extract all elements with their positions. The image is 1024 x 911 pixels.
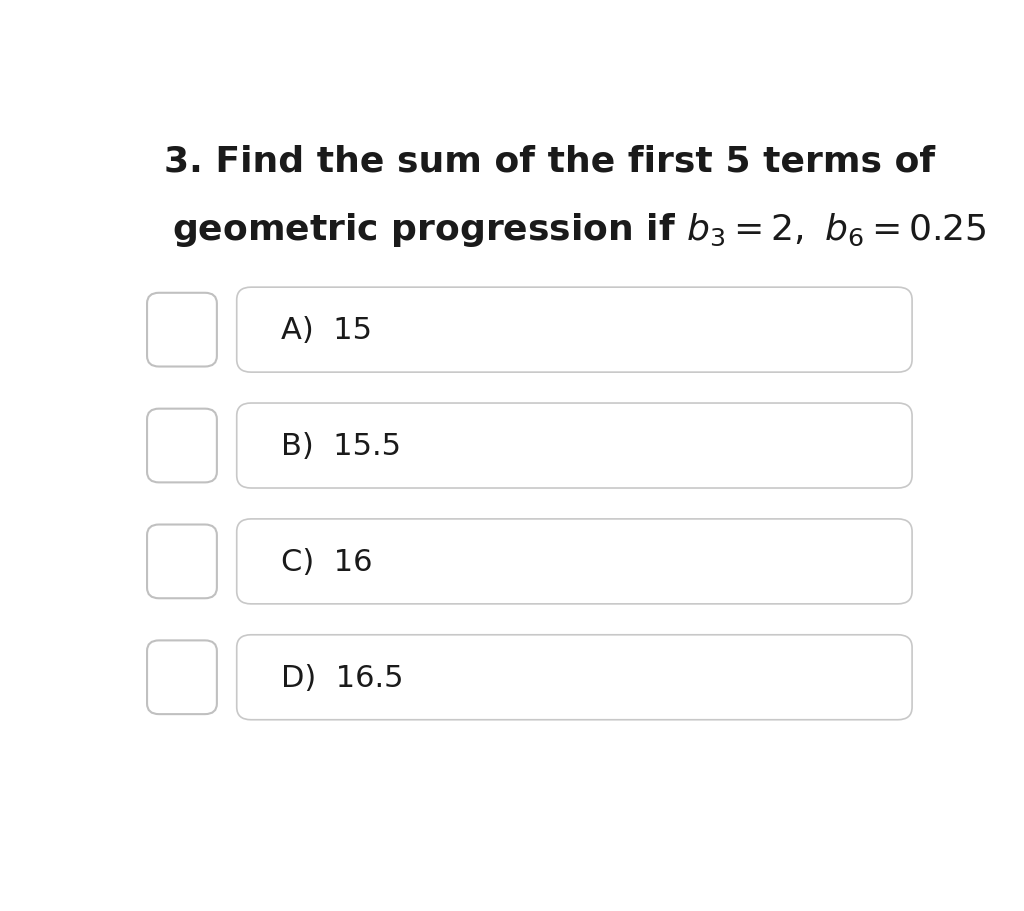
- Text: geometric progression if $b_3 = 2,\ b_6 = 0.25$: geometric progression if $b_3 = 2,\ b_6 …: [172, 211, 985, 249]
- FancyBboxPatch shape: [147, 640, 217, 714]
- FancyBboxPatch shape: [237, 635, 912, 720]
- FancyBboxPatch shape: [147, 409, 217, 483]
- FancyBboxPatch shape: [237, 519, 912, 604]
- Text: B)  15.5: B) 15.5: [282, 432, 401, 460]
- Text: 3. Find the sum of the first 5 terms of: 3. Find the sum of the first 5 terms of: [164, 144, 935, 179]
- Text: C)  16: C) 16: [282, 548, 373, 577]
- FancyBboxPatch shape: [237, 404, 912, 488]
- FancyBboxPatch shape: [147, 293, 217, 367]
- FancyBboxPatch shape: [237, 288, 912, 373]
- Text: A)  15: A) 15: [282, 316, 372, 344]
- Text: D)  16.5: D) 16.5: [282, 663, 403, 692]
- FancyBboxPatch shape: [147, 525, 217, 599]
